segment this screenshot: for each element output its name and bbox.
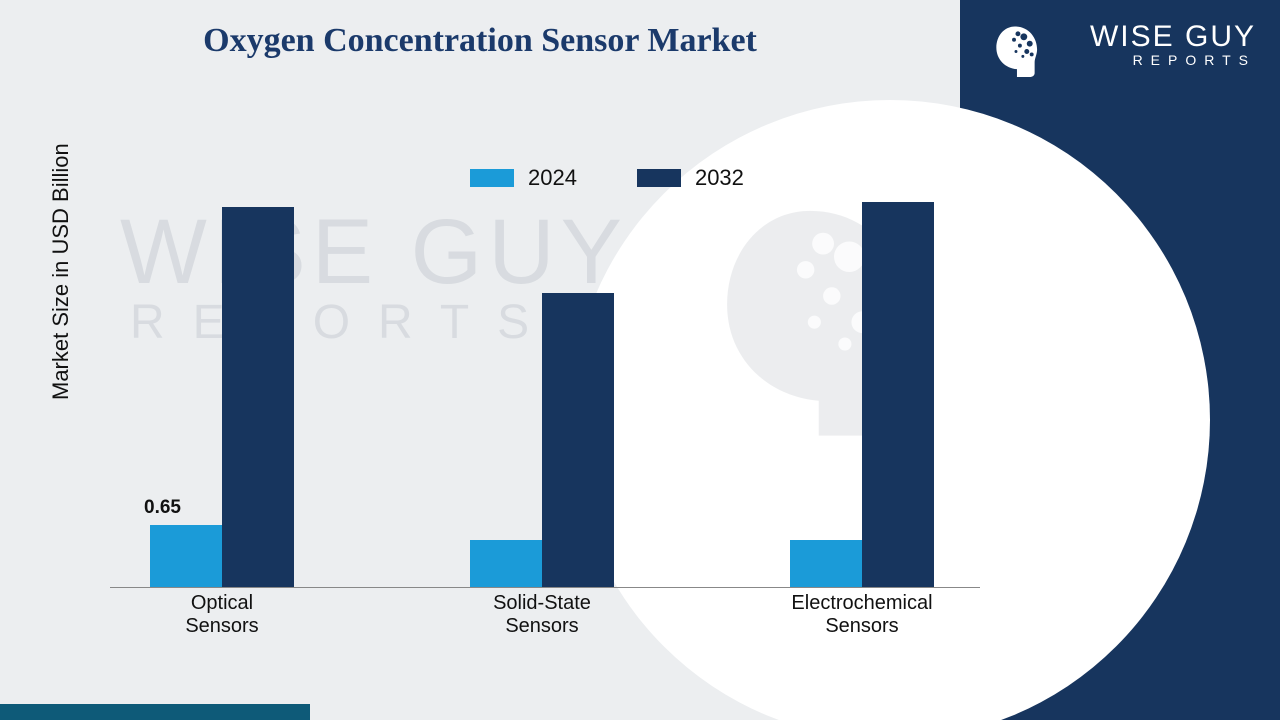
logo-line2: REPORTS [1090, 52, 1256, 68]
bar-2032-0 [222, 207, 294, 587]
bar-2024-2 [790, 540, 862, 588]
plot-area: 0.65 [110, 208, 980, 588]
category-label-1: Solid-StateSensors [442, 592, 642, 638]
bar-2032-1 [542, 293, 614, 588]
chart-area: 0.65 OpticalSensors Solid-StateSensors Ele… [110, 170, 980, 640]
logo-head-icon [990, 24, 1040, 78]
y-axis-label: Market Size in USD Billion [48, 143, 74, 400]
logo-line1: WISE GUY [1090, 20, 1256, 54]
category-label-0: OpticalSensors [122, 592, 322, 638]
category-label-2: ElectrochemicalSensors [762, 592, 962, 638]
data-label-0-0: 0.65 [144, 497, 181, 519]
brand-logo: WISE GUY REPORTS [1090, 20, 1256, 68]
bar-2024-0 [150, 525, 222, 587]
page-root: WISE GUY REPORTS Oxygen Concentration Se… [0, 0, 1280, 720]
bottom-strip [0, 704, 310, 720]
chart-title: Oxygen Concentration Sensor Market [60, 22, 900, 60]
bar-2032-2 [862, 202, 934, 587]
bar-2024-1 [470, 540, 542, 588]
